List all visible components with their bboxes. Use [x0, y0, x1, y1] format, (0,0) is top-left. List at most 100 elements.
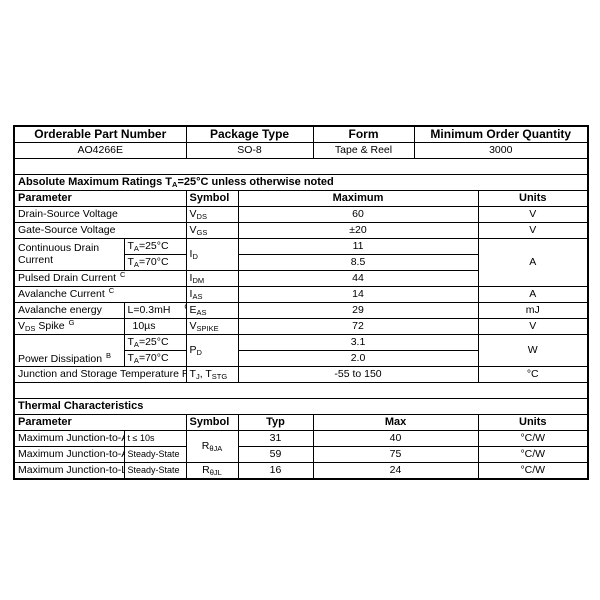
param-post: Spike: [35, 319, 65, 332]
param-avalanche-current: Avalanche Current C: [12, 286, 187, 303]
symbol-sub: GS: [196, 227, 208, 237]
table-row: Power Dissipation B TA=25°C PD 3.1 W: [13, 334, 590, 367]
symbol-tj-sub: J: [195, 371, 200, 381]
param-continuous-drain-current: Continuous Drain Current: [13, 238, 125, 271]
spacer-row-2: [13, 382, 589, 399]
condition-pulse-width: 10µs: [123, 318, 187, 335]
symbol-base: E: [189, 303, 197, 316]
condition-ta-25c-pd: TA=25°C: [123, 334, 187, 351]
symbol-sub: SPIKE: [196, 323, 219, 333]
abs-max-title-post: =25°C unless otherwise noted: [177, 175, 334, 188]
symbol-tj-tstg: TJ, TSTG: [185, 366, 239, 383]
thermal-col-parameter: Parameter: [12, 414, 187, 431]
units-vds: V: [477, 206, 590, 223]
condition-steady-state-jl: Steady-State: [123, 462, 187, 480]
value-typ-rthja-ss: 59: [237, 446, 314, 463]
condition-ta-70c-pd: TA=70°C: [123, 350, 187, 367]
cond-sub: A: [133, 243, 139, 253]
symbol-base: R: [202, 463, 210, 476]
symbol-base: R: [201, 439, 210, 452]
cond-post: =25°C: [138, 335, 169, 348]
symbol-vds: VDS: [185, 206, 239, 223]
table-row: Pulsed Drain Current C IDM 44: [12, 270, 588, 287]
table-row: Maximum Junction-to-Lead Steady-State Rθ…: [13, 462, 590, 480]
spacer-cell: [13, 382, 589, 399]
table-row: Avalanche energy L=0.3mHC EAS 29 mJ: [13, 302, 590, 319]
abs-max-section-header-row: Absolute Maximum Ratings TA=25°C unless …: [12, 174, 590, 191]
condition-ta-70c-id: TA=70°C: [123, 254, 187, 271]
thermal-col-typ: Typ: [237, 414, 314, 431]
symbol-pd: PD: [185, 334, 239, 367]
symbol-vgs: VGS: [185, 222, 239, 239]
symbol-sub: AS: [196, 307, 207, 317]
thermal-section-title: Thermal Characteristics: [12, 398, 590, 415]
ordering-header-part-number: Orderable Part Number: [12, 125, 187, 143]
param-vds-spike: VDS Spike G: [13, 318, 125, 335]
param-power-dissipation: Power Dissipation B: [13, 334, 125, 367]
cond-footnote-sup: C: [170, 304, 185, 311]
units-vgs: V: [477, 222, 590, 239]
param-max-junction-to-lead: Maximum Junction-to-Lead: [13, 462, 125, 480]
ordering-value-row: AO4266E SO-8 Tape & Reel 3000: [12, 142, 590, 159]
symbol-ias: IAS: [185, 286, 239, 303]
symbol-tj-base: T: [189, 367, 196, 380]
symbol-base: V: [189, 207, 197, 220]
symbol-vspike: VSPIKE: [185, 318, 239, 335]
ordering-value-form: Tape & Reel: [312, 142, 415, 159]
units-ias: A: [477, 286, 590, 303]
table-row: Junction and Storage Temperature Range T…: [12, 366, 590, 383]
symbol-tstg-sub: STG: [211, 371, 228, 381]
symbol-rthjl: RθJL: [185, 462, 239, 480]
abs-max-section-title: Absolute Maximum Ratings TA=25°C unless …: [12, 174, 590, 191]
abs-max-col-units: Units: [477, 190, 590, 207]
units-rthja-ss: °C/W: [477, 446, 590, 463]
param-line-2: Current: [18, 253, 54, 266]
ordering-header-min-order-qty: Minimum Order Quantity: [413, 125, 590, 143]
symbol-base: I: [189, 247, 193, 260]
condition-t-10s: t ≤ 10s: [123, 430, 187, 447]
value-max-vds: 60: [237, 206, 479, 223]
value-max-pd-25c: 3.1: [237, 334, 479, 351]
param-text: Maximum Junction-to-Ambient: [18, 431, 123, 444]
symbol-sub: θJL: [209, 467, 222, 477]
units-rthjl: °C/W: [477, 462, 590, 480]
param-text: Power Dissipation: [18, 352, 103, 365]
param-pulsed-drain-current: Pulsed Drain Current C: [12, 270, 187, 287]
ordering-header-row: Orderable Part Number Package Type Form …: [12, 125, 590, 143]
param-text: Maximum Junction-to-Ambient: [18, 447, 123, 460]
specifications-table: Orderable Part Number Package Type Form …: [12, 125, 590, 480]
value-max-rthjl: 24: [312, 462, 479, 480]
cond-text: L=0.3mH: [127, 303, 171, 316]
param-text: Pulsed Drain Current: [18, 271, 117, 284]
symbol-sub: AS: [192, 291, 203, 301]
value-max-vspike: 72: [237, 318, 479, 335]
symbol-base: V: [189, 319, 197, 332]
symbol-sub: θJA: [209, 443, 223, 453]
cond-sub: A: [133, 259, 139, 269]
table-row: Maximum Junction-to-AmbientA D Steady-St…: [13, 446, 590, 463]
spacer-row-1: [13, 158, 589, 175]
value-max-vgs: ±20: [237, 222, 479, 239]
thermal-section-header-row: Thermal Characteristics: [12, 398, 590, 415]
symbol-base: V: [189, 223, 197, 236]
value-typ-rthjl: 16: [237, 462, 314, 480]
cond-pre: T: [127, 239, 134, 252]
value-max-idm: 44: [237, 270, 479, 287]
table-row: Gate-Source Voltage VGS ±20 V: [12, 222, 590, 239]
param-footnote-sup: B: [106, 350, 112, 360]
table-row: Avalanche Current C IAS 14 A: [12, 286, 590, 303]
param-footnote-sup: G: [68, 318, 75, 327]
param-text: Avalanche Current: [18, 287, 105, 300]
thermal-col-units: Units: [477, 414, 590, 431]
condition-ta-25c-id: TA=25°C: [123, 238, 187, 255]
cond-pre: T: [127, 255, 134, 268]
abs-max-title-sub: A: [172, 179, 178, 189]
abs-max-col-parameter: Parameter: [12, 190, 187, 207]
units-vspike: V: [477, 318, 590, 335]
condition-steady-state-ja: Steady-State: [123, 446, 187, 463]
value-max-pd-70c: 2.0: [237, 350, 479, 367]
cond-sub: A: [133, 355, 139, 365]
datasheet-table-container: Orderable Part Number Package Type Form …: [12, 125, 590, 480]
symbol-sub: D: [192, 251, 198, 261]
cond-pre: T: [127, 335, 134, 348]
